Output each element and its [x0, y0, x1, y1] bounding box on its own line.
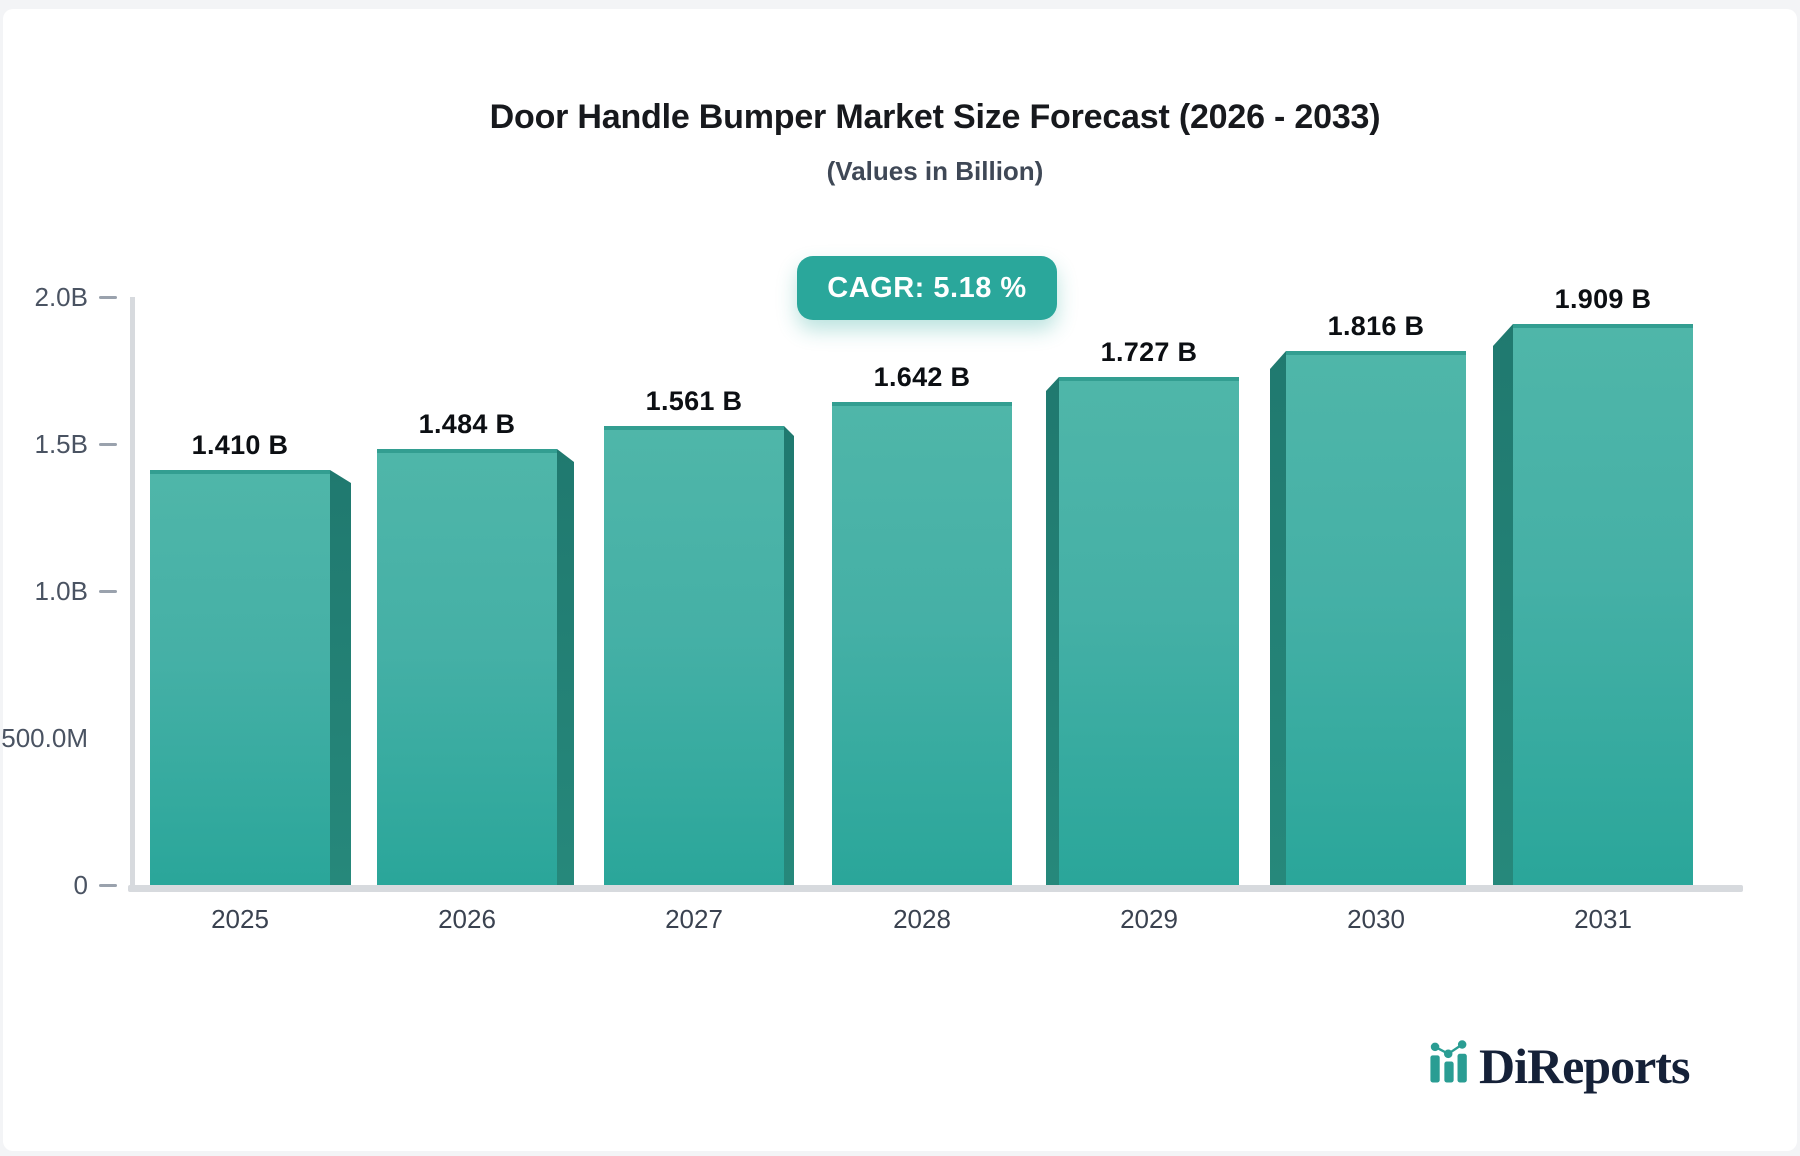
bar-value-label: 1.410 B — [191, 430, 289, 460]
y-axis-label: 2.0B — [34, 282, 89, 312]
bar — [1046, 377, 1239, 885]
x-axis-label: 2029 — [1120, 904, 1178, 934]
bar-face — [1513, 324, 1693, 885]
y-axis-line — [130, 297, 135, 885]
direports-logo-text: DiReports — [1479, 1038, 1690, 1094]
x-axis-label: 2025 — [211, 904, 269, 934]
x-axis-label: 2030 — [1347, 904, 1405, 934]
y-tick — [99, 590, 117, 593]
bar-face — [832, 402, 1012, 885]
bar-side-face — [1493, 324, 1513, 885]
direports-logo-icon — [1430, 1040, 1467, 1083]
bar-side-face — [557, 449, 574, 885]
bar-value-label: 1.727 B — [1100, 337, 1198, 367]
x-axis-baseline — [128, 885, 1743, 892]
y-axis-label: 0 — [73, 870, 88, 900]
bar-value-label: 1.909 B — [1554, 284, 1652, 314]
bar — [1493, 324, 1693, 885]
direports-logo: DiReports — [1428, 1034, 1690, 1098]
bar — [1270, 351, 1466, 885]
y-axis-label: 1.5B — [34, 429, 89, 459]
bar-face — [1059, 377, 1239, 885]
bar-side-face — [1270, 351, 1286, 885]
y-tick — [99, 296, 117, 299]
bar — [150, 470, 351, 885]
x-axis-label: 2027 — [665, 904, 723, 934]
bar-face — [604, 426, 784, 885]
bar-side-face — [1046, 377, 1059, 885]
cagr-badge-label: CAGR: 5.18 % — [827, 271, 1027, 304]
y-tick — [99, 884, 117, 887]
bar — [832, 402, 1012, 885]
bar — [377, 449, 574, 885]
y-tick — [99, 443, 117, 446]
bar-side-face — [330, 470, 351, 885]
bar-value-label: 1.484 B — [418, 409, 516, 439]
y-axis-label: 500.0M — [1, 723, 88, 753]
bar-face — [377, 449, 557, 885]
chart-subtitle: (Values in Billion) — [826, 156, 1044, 186]
bar — [604, 426, 794, 885]
bar-side-face — [784, 426, 794, 885]
bar-value-label: 1.561 B — [645, 386, 743, 416]
x-axis-label: 2028 — [893, 904, 951, 934]
x-axis-label: 2026 — [438, 904, 496, 934]
bar-value-label: 1.642 B — [873, 362, 971, 392]
cagr-badge: CAGR: 5.18 % — [797, 256, 1057, 320]
x-axis-label: 2031 — [1574, 904, 1632, 934]
y-axis-label: 1.0B — [34, 576, 89, 606]
bar-face — [150, 470, 330, 885]
bar-value-label: 1.816 B — [1327, 311, 1425, 341]
bar-face — [1286, 351, 1466, 885]
chart-title: Door Handle Bumper Market Size Forecast … — [489, 98, 1381, 136]
